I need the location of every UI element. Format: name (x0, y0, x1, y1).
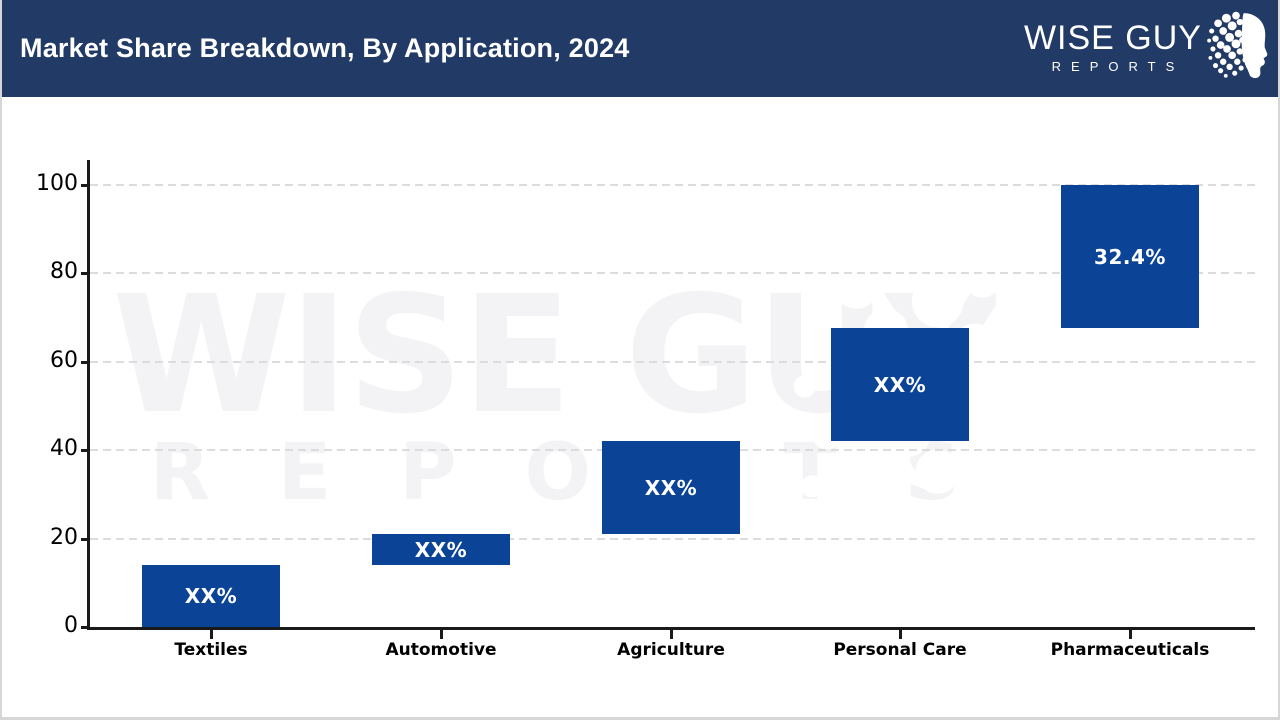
bar-personal-care: XX% (831, 328, 969, 441)
canvas-edge-right (1278, 0, 1280, 720)
x-axis-label-textiles: Textiles (174, 640, 248, 660)
y-tick-label-100: 100 (36, 171, 78, 196)
y-tick-0 (81, 626, 90, 629)
y-axis-line (87, 160, 90, 630)
x-axis-label-personal-care: Personal Care (833, 640, 967, 660)
bar-pharmaceuticals: 32.4% (1061, 185, 1199, 328)
header-bar: Market Share Breakdown, By Application, … (0, 0, 1280, 97)
bar-value-label-pharmaceuticals: 32.4% (1094, 244, 1166, 269)
bar-automotive: XX% (372, 534, 510, 565)
bar-textiles: XX% (142, 565, 280, 627)
y-tick-60 (81, 361, 90, 364)
face-profile-icon (1207, 11, 1268, 79)
y-tick-100 (81, 184, 90, 187)
canvas-edge-bottom (0, 717, 1280, 720)
y-tick-label-20: 20 (50, 525, 78, 550)
y-tick-label-40: 40 (50, 436, 78, 461)
y-tick-label-60: 60 (50, 348, 78, 373)
x-tick-textiles (210, 630, 213, 639)
x-axis-label-pharmaceuticals: Pharmaceuticals (1050, 640, 1210, 660)
bar-value-label-personal-care: XX% (873, 372, 927, 397)
logo-text: WISE GUY REPORTS (1023, 19, 1202, 74)
logo-subtitle: REPORTS (1051, 58, 1185, 74)
gridline-60 (90, 361, 1255, 363)
y-tick-label-0: 0 (64, 613, 78, 638)
y-tick-20 (81, 538, 90, 541)
x-tick-agriculture (670, 630, 673, 639)
bar-value-label-textiles: XX% (184, 584, 238, 608)
bar-value-label-agriculture: XX% (644, 475, 698, 500)
gridline-100 (90, 184, 1255, 186)
x-tick-automotive (440, 630, 443, 639)
y-tick-40 (81, 449, 90, 452)
bar-agriculture: XX% (602, 441, 740, 534)
wise-guy-logo: WISE GUY REPORTS (1024, 6, 1268, 88)
y-tick-80 (81, 272, 90, 275)
y-tick-label-80: 80 (50, 259, 78, 284)
x-tick-pharmaceuticals (1129, 630, 1132, 639)
logo-wordmark: WISE GUY (1023, 19, 1202, 58)
gridline-20 (90, 538, 1255, 540)
canvas-edge-left (0, 0, 2, 720)
bar-value-label-automotive: XX% (414, 537, 468, 562)
gridline-80 (90, 272, 1255, 274)
x-axis-line (87, 627, 1255, 630)
x-axis-label-agriculture: Agriculture (617, 640, 725, 660)
x-tick-personal-care (899, 630, 902, 639)
chart-title: Market Share Breakdown, By Application, … (20, 33, 630, 63)
x-axis-label-automotive: Automotive (385, 640, 497, 660)
